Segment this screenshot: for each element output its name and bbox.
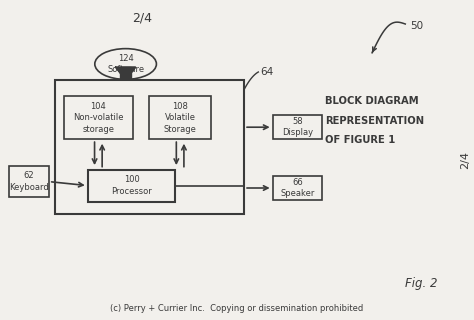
Bar: [120, 67, 131, 79]
Text: 58
Display: 58 Display: [282, 117, 313, 137]
Bar: [273, 115, 322, 139]
Text: 2/4: 2/4: [132, 11, 152, 24]
Text: 124
Software: 124 Software: [107, 54, 144, 74]
Text: 108
Volatile
Storage: 108 Volatile Storage: [164, 102, 197, 133]
Text: 62
Keyboard: 62 Keyboard: [9, 172, 48, 192]
Text: 64: 64: [260, 67, 273, 77]
Text: Fig. 2: Fig. 2: [405, 277, 438, 290]
Text: 50: 50: [410, 21, 423, 31]
Text: (c) Perry + Currier Inc.  Copying or dissemination prohibited: (c) Perry + Currier Inc. Copying or diss…: [110, 304, 364, 313]
Bar: [149, 96, 211, 139]
Text: REPRESENTATION: REPRESENTATION: [325, 116, 424, 126]
Bar: [55, 80, 244, 214]
Polygon shape: [116, 67, 136, 80]
Bar: [88, 170, 175, 202]
Text: 100
Processor: 100 Processor: [111, 175, 152, 196]
Bar: [9, 166, 49, 197]
Text: OF FIGURE 1: OF FIGURE 1: [325, 135, 395, 146]
Bar: [64, 96, 133, 139]
Ellipse shape: [95, 49, 156, 79]
Text: 104
Non-volatile
storage: 104 Non-volatile storage: [73, 102, 124, 133]
Text: BLOCK DIAGRAM: BLOCK DIAGRAM: [325, 96, 419, 106]
Bar: [273, 176, 322, 200]
Text: 66
Speaker: 66 Speaker: [280, 178, 315, 198]
Text: 2/4: 2/4: [460, 151, 471, 169]
